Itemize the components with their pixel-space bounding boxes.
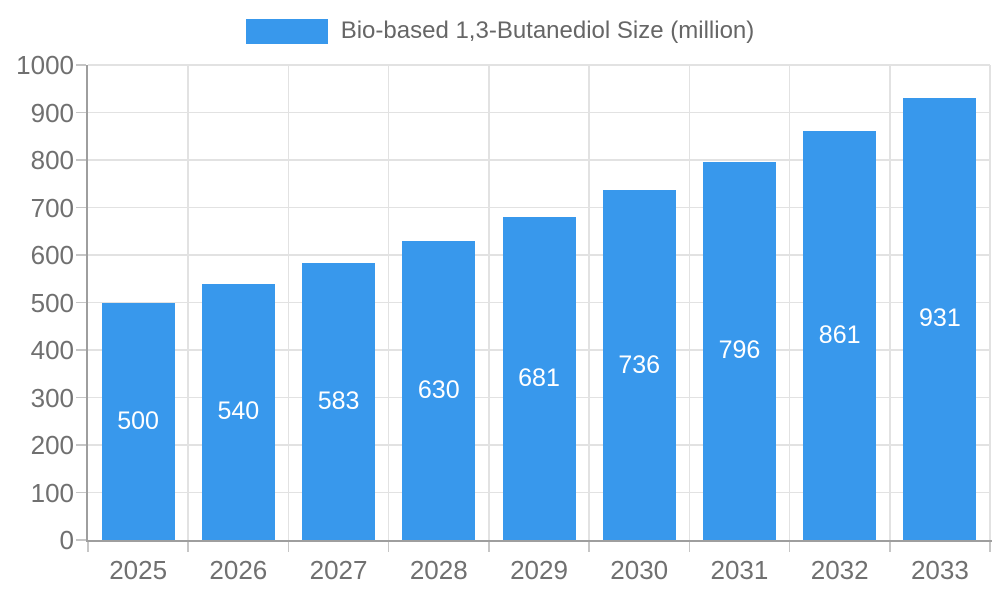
x-axis-line bbox=[86, 540, 992, 542]
x-axis-tick-label: 2033 bbox=[910, 555, 969, 585]
plot-area: 500 540 583 630 681 736 796 861 931 bbox=[76, 64, 992, 552]
y-axis-tick-label: 300 bbox=[30, 382, 74, 413]
y-axis-tick bbox=[76, 64, 86, 66]
x-axis-tick bbox=[889, 542, 891, 552]
x-axis-tick-label: 2029 bbox=[510, 555, 568, 585]
y-axis-tick-label: 500 bbox=[30, 287, 74, 318]
gridline-vertical bbox=[788, 65, 791, 540]
gridline-vertical bbox=[688, 65, 691, 540]
x-axis-tick-label: 2028 bbox=[409, 555, 468, 585]
x-axis-tick-label: 2025 bbox=[109, 555, 168, 585]
bar-2030[interactable]: 736 bbox=[602, 190, 676, 540]
bar-value-label: 681 bbox=[518, 363, 560, 392]
bar-2026[interactable]: 540 bbox=[201, 283, 275, 540]
legend-swatch-icon bbox=[245, 18, 328, 44]
y-axis-line bbox=[86, 65, 88, 542]
gridline-horizontal bbox=[88, 206, 990, 209]
x-axis-tick-label: 2027 bbox=[309, 555, 368, 585]
gridline-vertical bbox=[989, 65, 991, 540]
y-axis-tick bbox=[76, 301, 86, 304]
x-axis-tick bbox=[287, 542, 290, 552]
x-axis-tick-label: 2032 bbox=[810, 555, 869, 585]
bar-value-label: 500 bbox=[117, 406, 159, 435]
y-axis-tick bbox=[76, 254, 86, 256]
bar-value-label: 931 bbox=[919, 304, 961, 333]
bar-2031[interactable]: 796 bbox=[702, 161, 776, 540]
gridline-vertical bbox=[287, 65, 290, 540]
gridline-vertical bbox=[588, 65, 590, 540]
gridline-horizontal bbox=[88, 64, 990, 66]
y-axis-tick-label: 600 bbox=[30, 240, 74, 270]
x-axis-tick bbox=[788, 542, 791, 552]
y-axis-tick bbox=[76, 159, 86, 161]
gridline-horizontal bbox=[88, 159, 990, 161]
y-axis-tick bbox=[76, 206, 86, 209]
bar-2028[interactable]: 630 bbox=[402, 240, 476, 540]
gridline-vertical bbox=[488, 65, 490, 540]
y-axis-tick bbox=[76, 396, 86, 399]
legend: Bio-based 1,3-Butanediol Size (million) bbox=[0, 6, 1000, 56]
x-axis-tick-label: 2031 bbox=[710, 555, 769, 585]
x-axis-tick-label: 2026 bbox=[209, 555, 268, 585]
legend-item[interactable]: Bio-based 1,3-Butanediol Size (million) bbox=[245, 17, 755, 45]
bar-2033[interactable]: 931 bbox=[903, 97, 977, 540]
gridline-vertical bbox=[187, 65, 189, 540]
gridline-vertical bbox=[387, 65, 390, 540]
y-axis-tick bbox=[76, 491, 86, 494]
y-axis-labels: 0 100 200 300 400 500 600 700 800 900 1000 bbox=[0, 50, 88, 555]
y-axis-tick bbox=[76, 444, 86, 446]
bar-value-label: 861 bbox=[818, 321, 861, 350]
x-axis-tick bbox=[488, 542, 490, 552]
x-axis-labels: 2025 2026 2027 2028 2029 2030 2031 2032 2033 bbox=[88, 554, 990, 594]
y-axis-tick-label: 700 bbox=[30, 192, 74, 223]
y-axis-tick bbox=[76, 539, 86, 541]
y-axis-tick-label: 1000 bbox=[16, 50, 74, 80]
y-axis-tick bbox=[76, 111, 86, 114]
gridline-vertical bbox=[889, 65, 891, 540]
y-axis-tick-label: 100 bbox=[30, 477, 74, 508]
x-axis-tick-label: 2030 bbox=[610, 555, 669, 585]
x-axis-tick bbox=[187, 542, 189, 552]
bar-2029[interactable]: 681 bbox=[502, 216, 576, 540]
bar-2032[interactable]: 861 bbox=[803, 131, 877, 540]
x-axis-tick bbox=[87, 542, 89, 552]
y-axis-tick-label: 400 bbox=[30, 335, 74, 365]
x-axis-tick bbox=[588, 542, 590, 552]
bar-2027[interactable]: 583 bbox=[302, 263, 376, 540]
legend-label: Bio-based 1,3-Butanediol Size (million) bbox=[340, 17, 755, 44]
y-axis-tick-label: 0 bbox=[59, 525, 74, 555]
x-axis-tick bbox=[688, 542, 691, 552]
gridline-horizontal bbox=[88, 111, 990, 114]
bar-value-label: 736 bbox=[618, 350, 661, 379]
y-axis-tick-label: 200 bbox=[30, 430, 74, 460]
bar-value-label: 583 bbox=[317, 387, 360, 416]
y-axis-tick-label: 800 bbox=[30, 145, 74, 175]
y-axis-tick-label: 900 bbox=[30, 97, 74, 128]
bar-value-label: 540 bbox=[217, 397, 260, 426]
x-axis-tick bbox=[989, 542, 991, 552]
bar-2025[interactable]: 500 bbox=[101, 302, 175, 540]
y-axis-tick bbox=[76, 349, 86, 351]
bar-value-label: 796 bbox=[718, 336, 761, 365]
bar-value-label: 630 bbox=[417, 375, 460, 404]
x-axis-tick bbox=[387, 542, 390, 552]
